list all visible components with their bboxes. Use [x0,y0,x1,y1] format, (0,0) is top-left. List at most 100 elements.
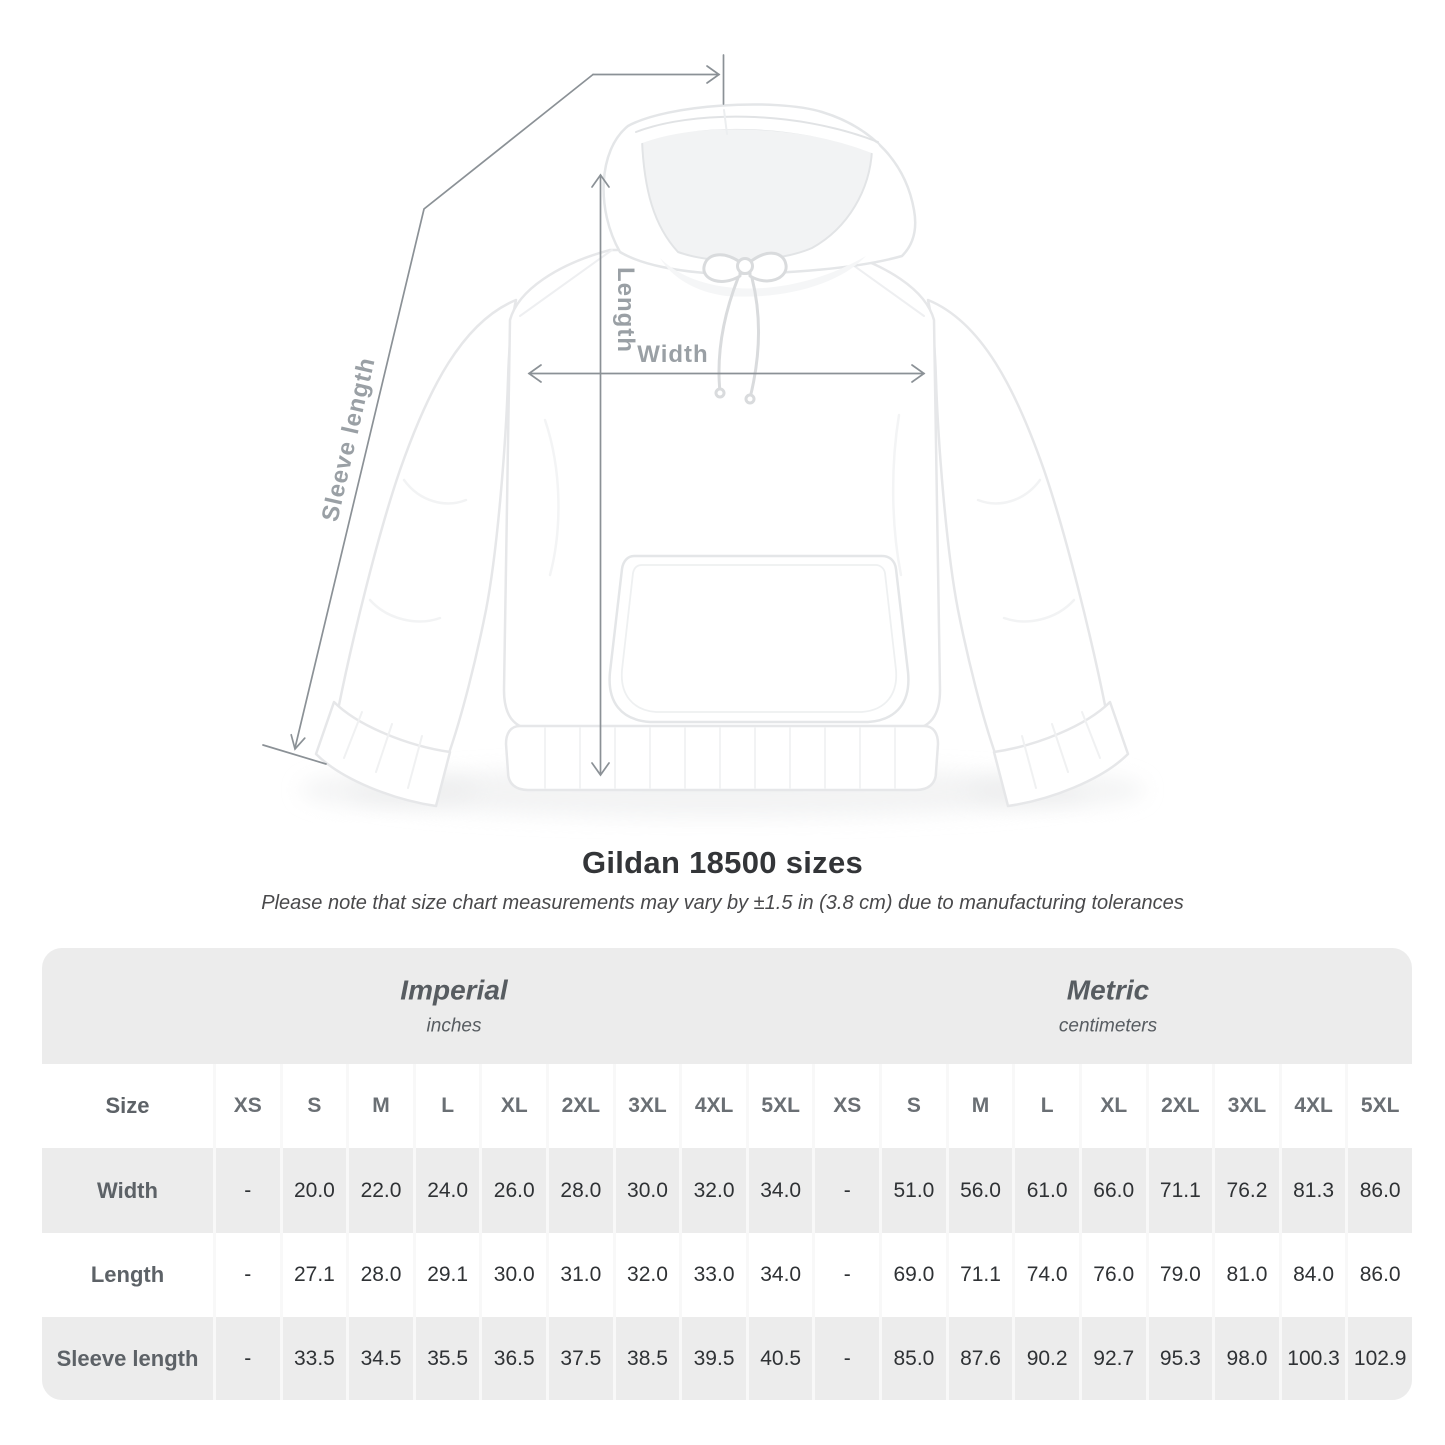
measurement-row-length: Length -27.1 28.0 29.1 30.0 31.0 32.0 33.0 34.0-… [42,1233,1412,1317]
unit-header-imperial: Imperial inches [400,975,507,1038]
metric-value: 100.3 [1281,1317,1346,1400]
size-header-imperial: 5XL [748,1064,813,1148]
imperial-value: 30.0 [615,1148,680,1233]
metric-value: 92.7 [1081,1317,1146,1400]
metric-value: 51.0 [882,1148,946,1233]
imperial-value: - [216,1148,280,1233]
size-header-metric: S [882,1064,946,1148]
size-header-imperial: XL [482,1064,547,1148]
imperial-value: 28.0 [549,1148,613,1233]
metric-value: 56.0 [948,1148,1013,1233]
size-header-imperial: 4XL [682,1064,746,1148]
size-header-metric: XL [1081,1064,1146,1148]
metric-value: 85.0 [882,1317,946,1400]
imperial-value: 32.0 [615,1233,680,1317]
imperial-sublabel: inches [426,1015,482,1037]
width-label: Width [637,341,708,368]
length-arrow [591,173,610,777]
imperial-value: 27.1 [282,1233,347,1317]
imperial-value: 34.0 [748,1233,813,1317]
size-header-imperial: 3XL [615,1064,680,1148]
metric-value: 71.1 [948,1233,1013,1317]
imperial-value: 32.0 [682,1148,746,1233]
measurement-row-width: Width -20.0 22.0 24.0 26.0 28.0 30.0 32.0 34.0-5… [42,1148,1412,1233]
width-arrow [527,364,926,383]
size-header-metric: 5XL [1348,1064,1412,1148]
imperial-value: 39.5 [682,1317,746,1400]
size-header-row: Size XS S M L XL 2XL 3XL 4XL 5XL XS S M L XL 2XL 3XL 4XL 5… [42,1064,1412,1148]
tolerance-note: Please note that size chart measurements… [261,892,1184,914]
imperial-value: 38.5 [615,1317,680,1400]
sleeve-length-label: Sleeve length [317,355,381,525]
metric-value: - [815,1233,880,1317]
metric-value: 81.0 [1215,1233,1279,1317]
metric-value: 71.1 [1148,1148,1213,1233]
imperial-value: 34.5 [349,1317,413,1400]
metric-value: 69.0 [882,1233,946,1317]
metric-value: 76.0 [1081,1233,1146,1317]
metric-value: 86.0 [1348,1233,1412,1317]
imperial-value: 33.5 [282,1317,347,1400]
imperial-value: 36.5 [482,1317,547,1400]
heading-block: Gildan 18500 sizes Please note that size… [0,845,1445,915]
size-header-imperial: M [349,1064,413,1148]
metric-value: 84.0 [1281,1233,1346,1317]
imperial-value: 26.0 [482,1148,547,1233]
metric-value: 95.3 [1148,1317,1213,1400]
imperial-value: 33.0 [682,1233,746,1317]
metric-value: 98.0 [1215,1317,1279,1400]
imperial-value: - [216,1233,280,1317]
metric-value: 81.3 [1281,1148,1346,1233]
imperial-value: 24.0 [415,1148,480,1233]
metric-sublabel: centimeters [1058,1015,1158,1037]
metric-value: 87.6 [948,1317,1013,1400]
size-header-metric: XS [815,1064,880,1148]
metric-value: 102.9 [1348,1317,1412,1400]
sleeve-length-arrow [262,54,725,765]
unit-header-band: Imperial inches Metric centimeters [42,948,1412,1064]
imperial-value: 34.0 [748,1148,813,1233]
size-header-metric: L [1015,1064,1079,1148]
drawstring-bow [702,251,788,405]
size-header-imperial: S [282,1064,347,1148]
page-title: Gildan 18500 sizes [581,845,864,880]
imperial-value: 20.0 [282,1148,347,1233]
metric-value: 90.2 [1015,1317,1079,1400]
size-header-imperial: XS [216,1064,280,1148]
metric-value: 66.0 [1081,1148,1146,1233]
size-header-imperial: L [415,1064,480,1148]
size-header-metric: 3XL [1215,1064,1279,1148]
length-label: Length [612,267,639,353]
row-label: Sleeve length [42,1317,213,1400]
metric-value: 61.0 [1015,1148,1079,1233]
measurement-lines [262,54,926,777]
imperial-label: Imperial [400,974,508,1006]
row-label: Width [42,1148,213,1233]
imperial-value: 30.0 [482,1233,547,1317]
metric-value: 74.0 [1015,1233,1079,1317]
size-header-metric: 2XL [1148,1064,1213,1148]
imperial-value: 22.0 [349,1148,413,1233]
imperial-value: 31.0 [549,1233,613,1317]
imperial-value: 35.5 [415,1317,480,1400]
hoodie-measurement-diagram: Length Width Sleeve length [262,54,1145,818]
size-header-metric: 4XL [1281,1064,1346,1148]
size-header-metric: M [948,1064,1013,1148]
imperial-value: 28.0 [349,1233,413,1317]
size-header-imperial: 2XL [549,1064,613,1148]
imperial-value: - [216,1317,280,1400]
metric-value: 86.0 [1348,1148,1412,1233]
imperial-value: 29.1 [415,1233,480,1317]
size-column-header: Size [42,1064,213,1148]
imperial-value: 37.5 [549,1317,613,1400]
metric-label: Metric [1066,974,1150,1006]
row-label: Length [42,1233,213,1317]
unit-header-metric: Metric centimeters [1059,975,1157,1038]
hoodie-illustration [314,103,1130,808]
imperial-value: 40.5 [748,1317,813,1400]
metric-value: 76.2 [1215,1148,1279,1233]
measurement-row-sleeve-length: Sleeve length -33.5 34.5 35.5 36.5 37.5 38.5 39… [42,1317,1412,1400]
metric-value: 79.0 [1148,1233,1213,1317]
metric-value: - [815,1148,880,1233]
